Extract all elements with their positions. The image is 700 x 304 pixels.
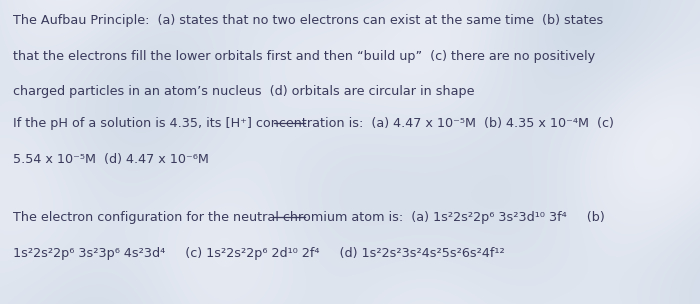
Text: The electron configuration for the neutral chromium atom is:  (a) 1s²2s²2p⁶ 3s²3: The electron configuration for the neutr… [13, 211, 604, 224]
Text: The Aufbau Principle:  (a) states that no two electrons can exist at the same ti: The Aufbau Principle: (a) states that no… [13, 14, 603, 27]
Text: 5.54 x 10⁻⁵M  (d) 4.47 x 10⁻⁶M: 5.54 x 10⁻⁵M (d) 4.47 x 10⁻⁶M [13, 153, 209, 166]
Text: 1s²2s²2p⁶ 3s²3p⁶ 4s²3d⁴     (c) 1s²2s²2p⁶ 2d¹⁰ 2f⁴     (d) 1s²2s²3s²4s²5s²6s²4f¹: 1s²2s²2p⁶ 3s²3p⁶ 4s²3d⁴ (c) 1s²2s²2p⁶ 2d… [13, 247, 504, 260]
Text: charged particles in an atom’s nucleus  (d) orbitals are circular in shape: charged particles in an atom’s nucleus (… [13, 85, 474, 98]
Text: that the electrons fill the lower orbitals first and then “build up”  (c) there : that the electrons fill the lower orbita… [13, 50, 595, 63]
Text: If the pH of a solution is 4.35, its [H⁺] concentration is:  (a) 4.47 x 10⁻⁵M  (: If the pH of a solution is 4.35, its [H⁺… [13, 117, 613, 130]
